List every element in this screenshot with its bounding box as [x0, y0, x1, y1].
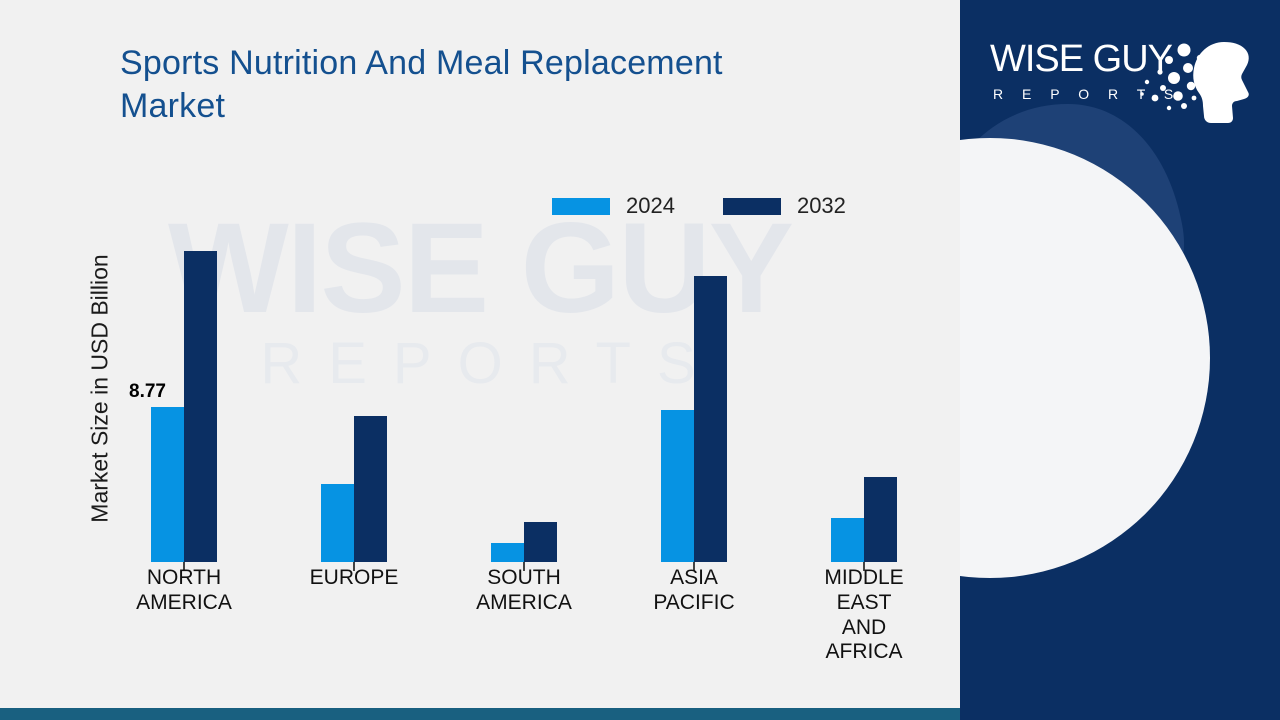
legend-label-2032: 2032 [796, 193, 846, 218]
bar-2032[interactable] [184, 251, 217, 562]
x-axis-label: EUROPE [309, 566, 399, 589]
legend-swatch-2032 [722, 197, 781, 215]
accent-strip [0, 708, 960, 720]
x-axis-label: MIDDLE EAST AND AFRICA [824, 566, 904, 664]
axis-tick [693, 562, 695, 571]
bar-group [660, 200, 728, 571]
chart-panel: WISE GUY REPORTS Sports Nutrition And Me… [0, 44, 960, 720]
bar-group [830, 200, 898, 571]
legend-swatch-2024 [552, 197, 610, 215]
bar-rect [831, 518, 864, 562]
bar-rect [694, 276, 727, 562]
x-axis-label: SOUTH AMERICA [476, 566, 572, 614]
bar-rect [321, 484, 354, 562]
legend-item-2032[interactable]: 2032 [722, 193, 846, 219]
bar-rect [151, 407, 184, 562]
plot-area: 8.77 [108, 200, 938, 571]
bar-2032[interactable] [864, 477, 897, 562]
bar-rect [354, 416, 387, 562]
axis-tick [183, 562, 185, 571]
chart-legend: 2024 2032 [552, 193, 846, 219]
bar-2024[interactable]: 8.77 [129, 381, 184, 562]
x-axis-label: NORTH AMERICA [136, 566, 232, 614]
axis-tick [523, 562, 525, 571]
bar-rect [864, 477, 897, 562]
bar-value-label: 8.77 [129, 381, 166, 402]
brand-panel: WISE GUY R E P O R T S [960, 0, 1280, 720]
bar-2024[interactable] [321, 484, 354, 562]
legend-label-2024: 2024 [626, 193, 675, 218]
logo-dotted-head-icon [1140, 42, 1249, 123]
bar-rect [661, 410, 694, 562]
bar-group: 8.77 [129, 200, 218, 571]
bar-group [490, 200, 558, 571]
axis-tick [863, 562, 865, 571]
bar-rect [491, 543, 524, 562]
x-axis-label: ASIA PACIFIC [653, 566, 735, 614]
axis-tick [353, 562, 355, 571]
bar-2024[interactable] [491, 543, 524, 562]
bar-2032[interactable] [694, 276, 727, 562]
bar-2032[interactable] [354, 416, 387, 562]
x-axis-labels: NORTH AMERICA EUROPE SOUTH AMERICA ASIA PAC… [108, 566, 938, 686]
bar-2032[interactable] [524, 522, 557, 562]
bar-group [320, 200, 388, 571]
bar-rect [524, 522, 557, 562]
bar-2024[interactable] [831, 518, 864, 562]
bar-2024[interactable] [661, 410, 694, 562]
legend-item-2024[interactable]: 2024 [552, 193, 675, 219]
bar-rect [184, 251, 217, 562]
chart-title: Sports Nutrition And Meal Replacement Ma… [120, 44, 723, 126]
